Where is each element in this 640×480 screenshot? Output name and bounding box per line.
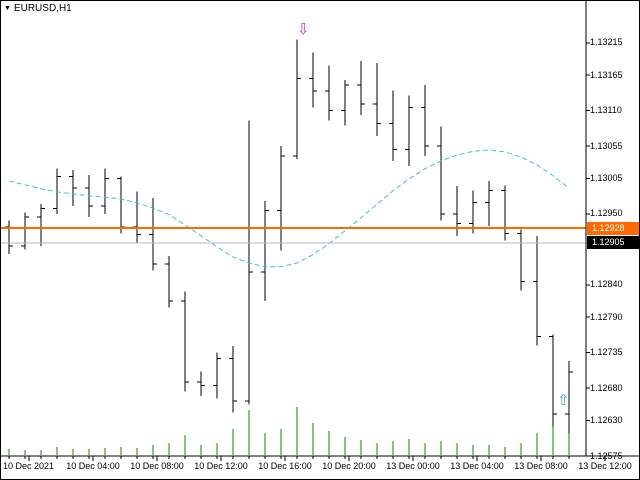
ohlc-bars [5, 39, 573, 434]
price-axis-label: 1.12950 [590, 208, 623, 219]
price-axis-label: 1.12680 [590, 382, 623, 393]
price-axis-label: 1.12630 [590, 414, 623, 425]
price-axis-label: 1.12735 [590, 347, 623, 358]
time-axis-label: 13 Dec 08:00 [514, 461, 568, 471]
time-axis-label: 10 Dec 12:00 [194, 461, 248, 471]
axis-frame [1, 1, 639, 461]
symbol-title: ▼ EURUSD,H1 [4, 3, 72, 14]
symbol-title-label: EURUSD,H1 [13, 3, 72, 14]
time-axis-label: 10 Dec 08:00 [130, 461, 184, 471]
time-axis-label: 10 Dec 16:00 [258, 461, 312, 471]
price-axis-label: 1.13215 [590, 37, 623, 48]
price-axis-label: 1.13055 [590, 140, 623, 151]
time-axis-label: 10 Dec 04:00 [66, 461, 120, 471]
sell-arrow-icon[interactable]: ⇩ [297, 20, 310, 38]
price-axis-label: 1.12790 [590, 311, 623, 322]
hline-price-tag: 1.12928 [587, 221, 639, 235]
time-axis-label: 13 Dec 12:00 [578, 461, 632, 471]
volume-bars [8, 407, 570, 455]
time-axis-label: 10 Dec 2021 [3, 461, 55, 471]
moving-average-line[interactable] [8, 149, 570, 268]
price-axis-label: 1.13005 [590, 172, 623, 183]
price-axis-label: 1.12840 [590, 279, 623, 290]
bid-price-tag: 1.12905 [587, 236, 639, 250]
buy-arrow-icon[interactable]: ⇧ [557, 391, 570, 409]
chart-marker-icon: ▼ [4, 4, 11, 12]
price-axis-label: 1.12575 [590, 450, 623, 461]
time-axis-label: 13 Dec 00:00 [386, 461, 440, 471]
price-axis-label: 1.13110 [590, 105, 622, 116]
horizontal-lines[interactable] [1, 227, 586, 244]
time-axis-label: 13 Dec 04:00 [450, 461, 504, 471]
price-axis-label: 1.13165 [590, 69, 623, 80]
time-axis-label: 10 Dec 20:00 [322, 461, 376, 471]
